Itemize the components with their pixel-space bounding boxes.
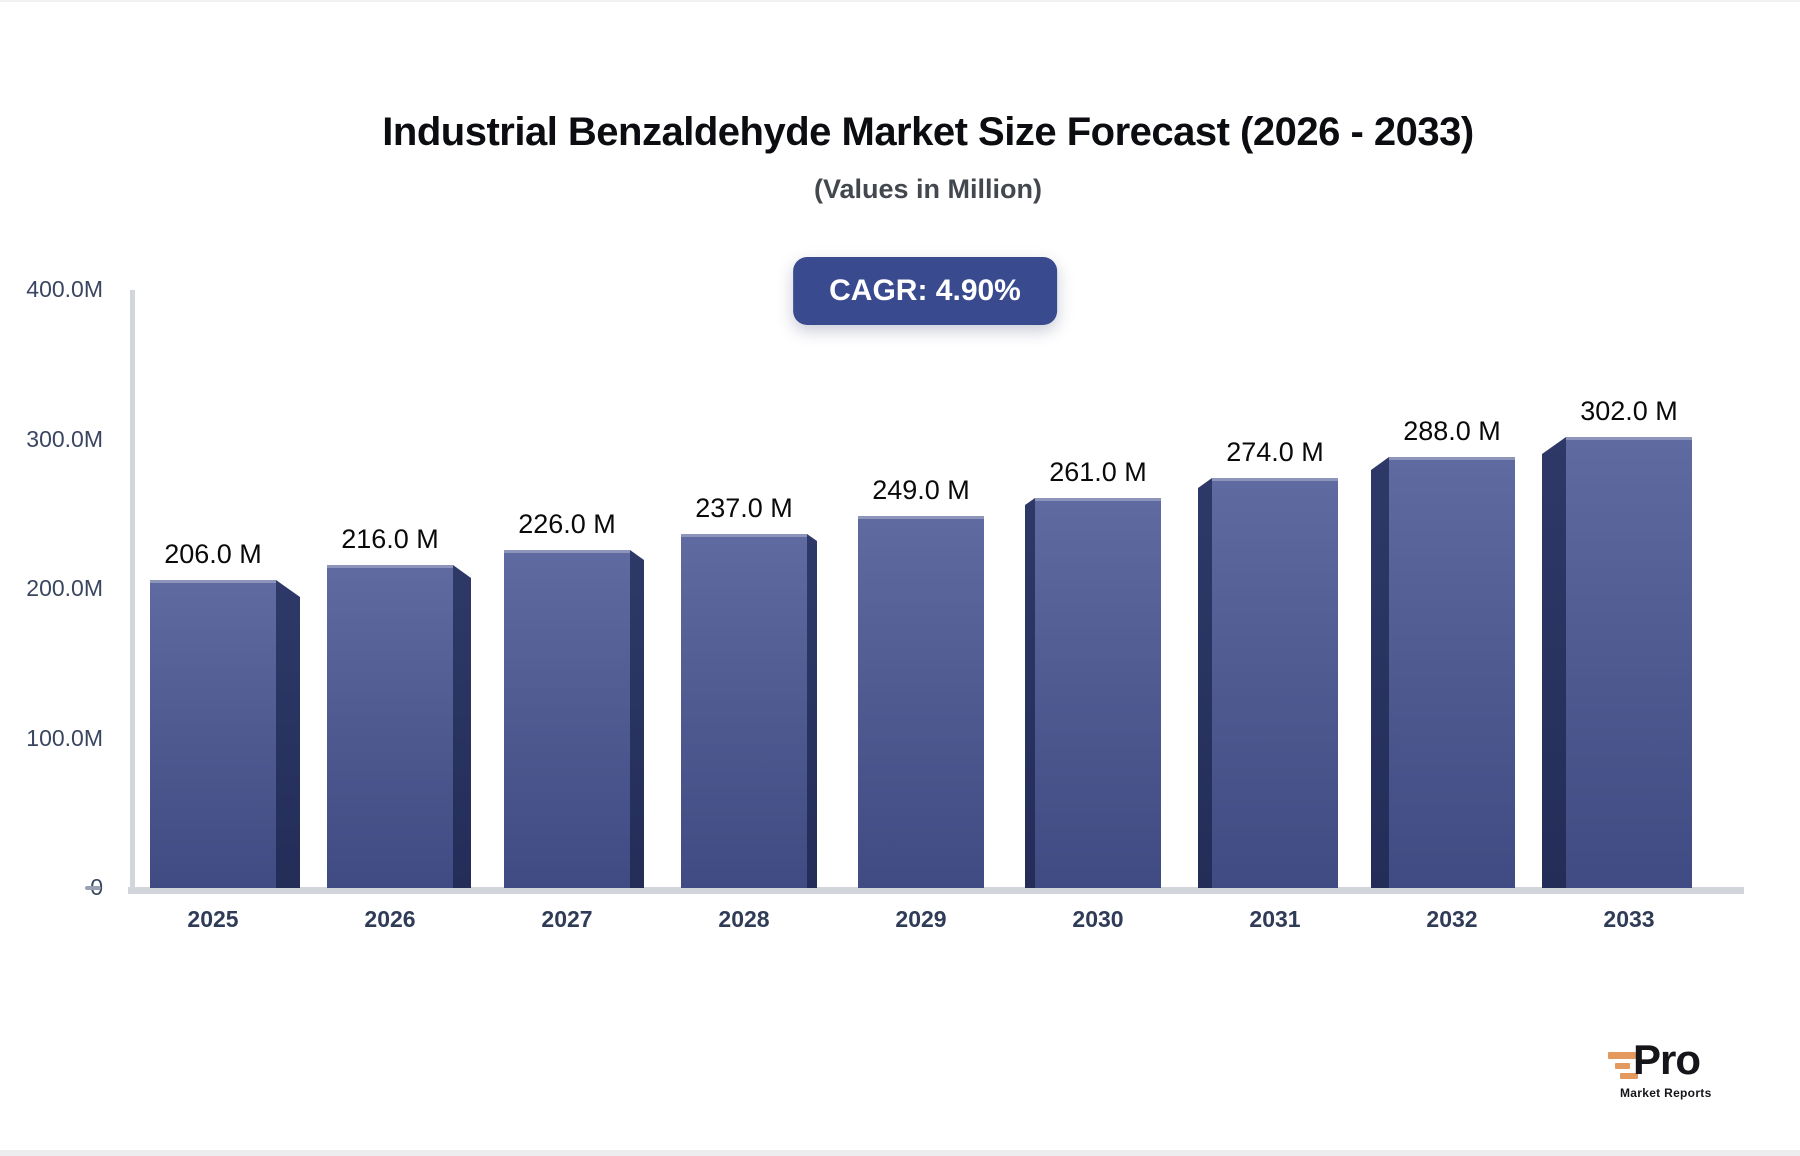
x-tick-label: 2027 xyxy=(541,906,593,932)
bar-value-label: 302.0 M xyxy=(1580,396,1678,426)
page-bottom-edge xyxy=(0,1150,1800,1156)
bar-value-label: 237.0 M xyxy=(695,493,793,523)
x-tick-label: 2025 xyxy=(187,906,239,932)
chart-subtitle: (Values in Million) xyxy=(813,174,1043,204)
y-tick-label: 100.0M xyxy=(26,724,103,751)
bar xyxy=(1212,478,1338,888)
x-axis-line xyxy=(128,887,1744,894)
x-tick-label: 2032 xyxy=(1426,906,1478,932)
x-tick-label: 2026 xyxy=(364,906,416,932)
bar xyxy=(1389,457,1515,888)
bar-side xyxy=(276,580,300,888)
logo: Pro Market Reports xyxy=(1600,1038,1780,1112)
y-tick-label: 400.0M xyxy=(26,276,103,302)
bar xyxy=(858,516,984,888)
bar xyxy=(150,580,276,888)
bar xyxy=(1566,437,1692,888)
y-axis-zero-tick xyxy=(85,886,101,890)
bar-value-label: 261.0 M xyxy=(1049,457,1147,487)
chart-title: Industrial Benzaldehyde Market Size Fore… xyxy=(382,110,1474,154)
bar-value-label: 249.0 M xyxy=(872,475,970,505)
y-axis-line xyxy=(130,290,135,894)
bar xyxy=(681,534,807,888)
bar-side xyxy=(807,534,817,888)
y-tick-label: 300.0M xyxy=(26,425,103,452)
bar-value-label: 206.0 M xyxy=(164,539,262,569)
bar-value-label: 274.0 M xyxy=(1226,437,1324,467)
bar-side xyxy=(453,565,471,888)
bar-side xyxy=(1371,457,1389,888)
x-tick-label: 2033 xyxy=(1603,906,1655,932)
bar-value-label: 216.0 M xyxy=(341,524,439,554)
logo-name: Pro xyxy=(1633,1036,1701,1083)
bar-side xyxy=(1198,478,1212,888)
bar-value-label: 288.0 M xyxy=(1403,416,1501,446)
bar xyxy=(504,550,630,888)
bar-value-label: 226.0 M xyxy=(518,509,616,539)
bar xyxy=(327,565,453,888)
cagr-badge: CAGR: 4.90% xyxy=(793,257,1057,325)
y-tick-label: 200.0M xyxy=(26,575,103,601)
bar-side xyxy=(1025,498,1035,888)
logo-tagline: Market Reports xyxy=(1620,1086,1712,1100)
x-tick-label: 2030 xyxy=(1072,906,1124,932)
x-tick-label: 2031 xyxy=(1249,906,1301,932)
bar-side xyxy=(630,550,644,888)
x-tick-label: 2028 xyxy=(718,906,770,932)
x-tick-label: 2029 xyxy=(895,906,947,932)
bar xyxy=(1035,498,1161,888)
bar-side xyxy=(1542,437,1566,888)
